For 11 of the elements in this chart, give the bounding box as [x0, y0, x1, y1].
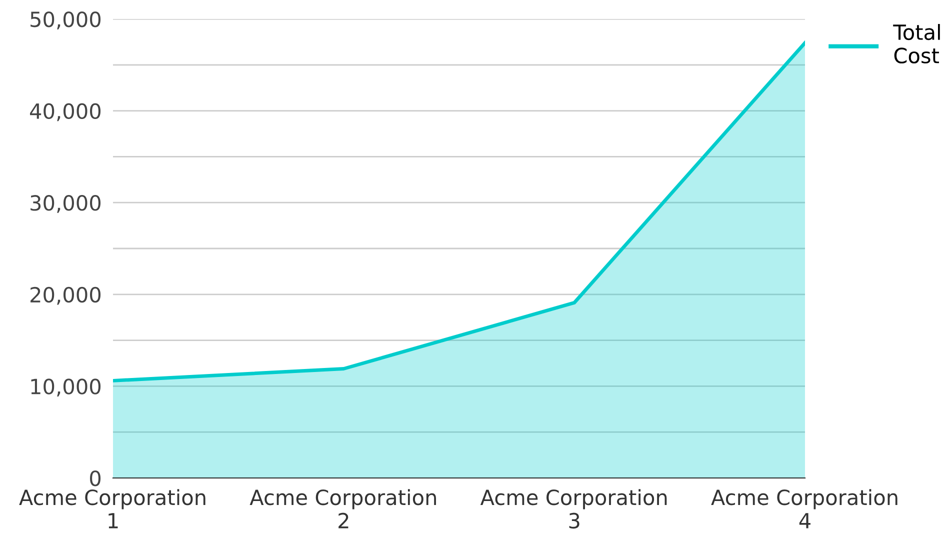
y-tick-label: 50,000 [30, 11, 101, 30]
x-tick-label: Acme Corporation 4 [711, 489, 898, 528]
y-tick-label: 20,000 [30, 286, 101, 305]
y-tick-label: 30,000 [30, 195, 101, 213]
y-tick-label: 0 [90, 470, 101, 486]
x-tick-label: Acme Corporation 3 [480, 489, 667, 529]
legend-label: Total Cost [893, 24, 940, 64]
y-tick-label: 10,000 [31, 378, 101, 397]
x-tick-label: Acme Corporation 1 [19, 489, 206, 528]
x-tick-label: Acme Corporation 2 [250, 489, 436, 528]
y-tick-label: 40,000 [30, 103, 101, 122]
